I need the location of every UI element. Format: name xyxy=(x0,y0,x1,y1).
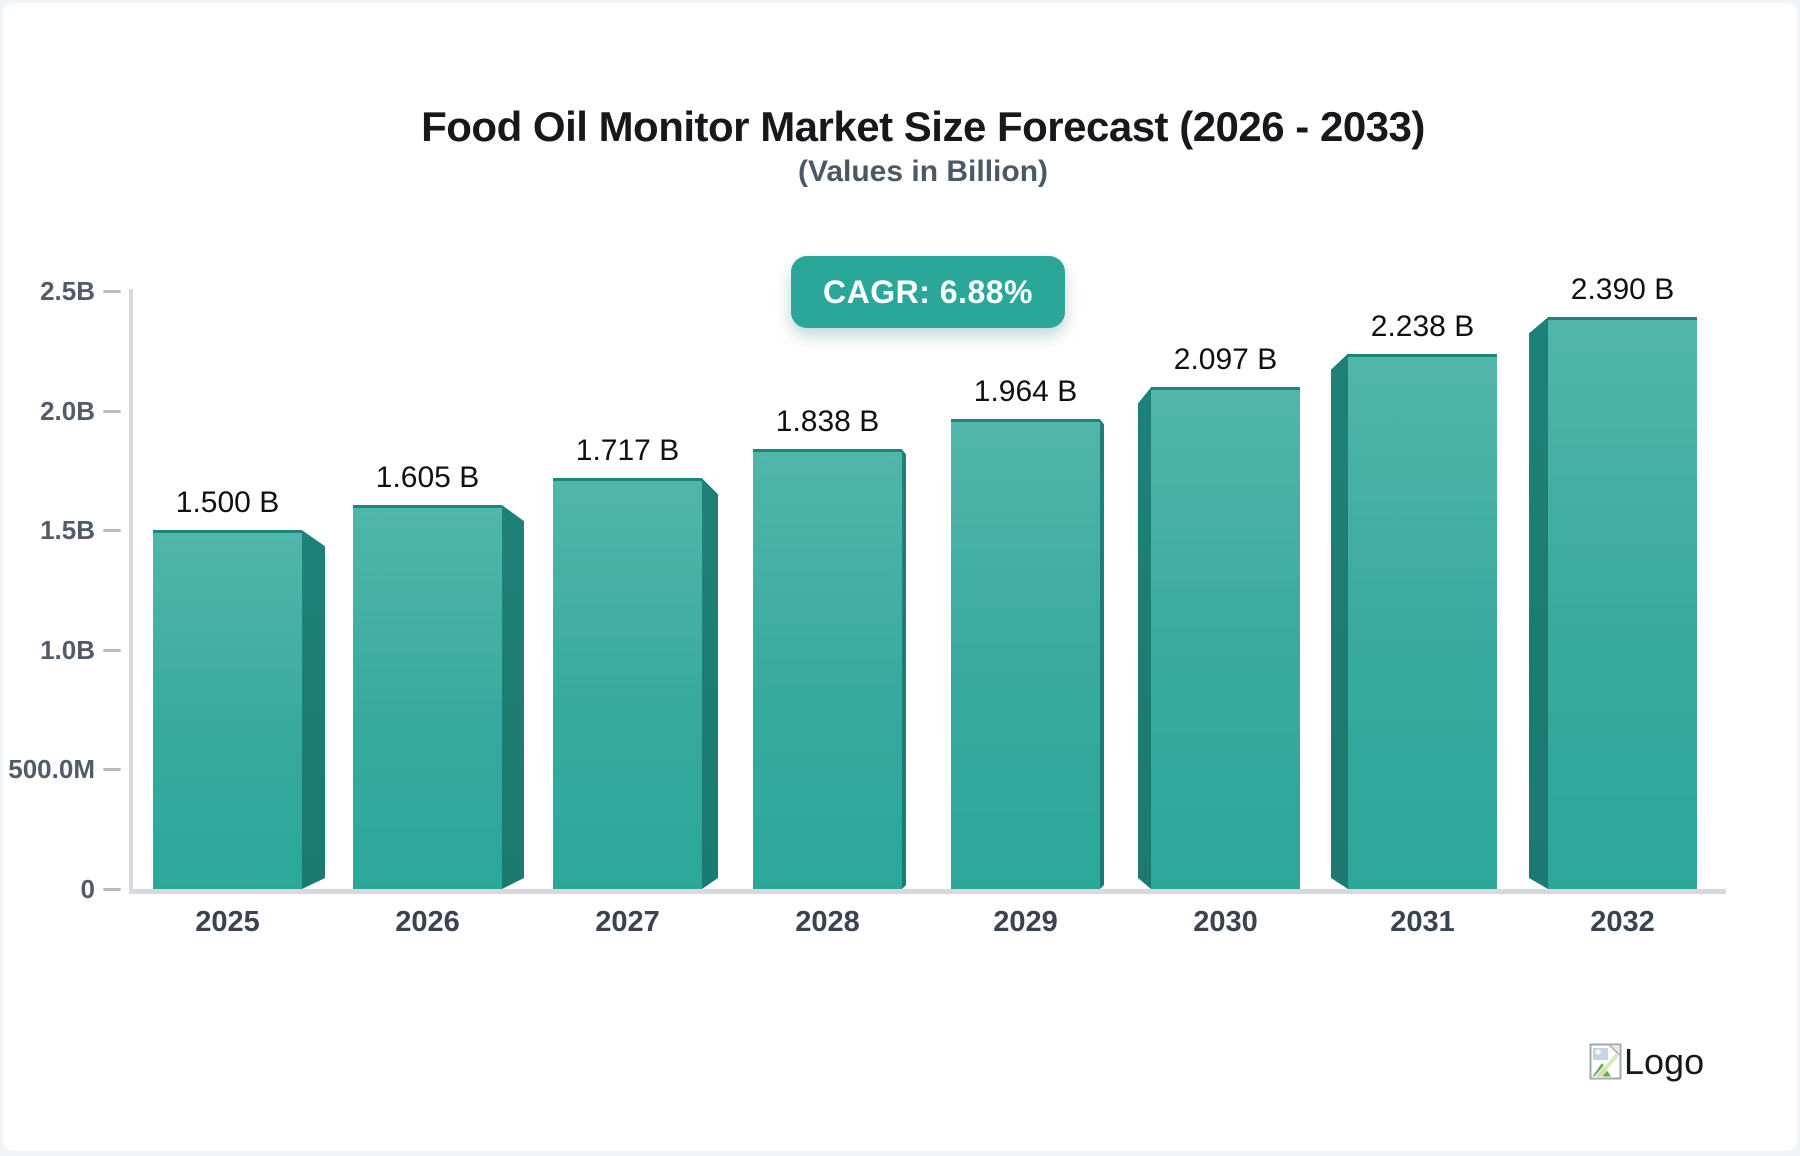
bar-3d-side xyxy=(902,449,906,889)
bar-2026 xyxy=(353,505,502,889)
chart-subtitle: (Values in Billion) xyxy=(797,155,1049,188)
chart-card: Food Oil Monitor Market Size Forecast (2… xyxy=(3,3,1797,1151)
bar-3d-side xyxy=(1331,354,1348,889)
x-axis-label-2031: 2031 xyxy=(1390,906,1455,938)
bar-3d-side xyxy=(702,478,718,889)
y-axis-tick-label: 1.5B xyxy=(40,515,95,546)
bar-2025 xyxy=(153,530,302,889)
y-axis-tick-mark xyxy=(103,888,121,891)
bar-value-label: 1.500 B xyxy=(175,486,280,520)
cagr-badge-label: CAGR: 6.88% xyxy=(823,273,1033,310)
y-axis-tick-label: 2.5B xyxy=(40,276,95,306)
x-axis-label-2028: 2028 xyxy=(795,906,860,938)
y-axis-tick-mark xyxy=(103,409,121,413)
bar-3d-side xyxy=(1529,317,1548,889)
x-axis-label-2030: 2030 xyxy=(1193,906,1258,938)
bar-value-label: 2.097 B xyxy=(1173,343,1278,377)
y-axis-tick-label: 2.0B xyxy=(40,395,95,426)
y-axis-tick-label: 500.0M xyxy=(8,754,95,785)
x-axis-label-2026: 2026 xyxy=(395,906,460,938)
bar-2029 xyxy=(951,419,1100,889)
broken-image-icon xyxy=(1589,1043,1622,1080)
bar-3d-side xyxy=(1138,387,1151,889)
x-axis-label-2029: 2029 xyxy=(993,906,1058,938)
y-axis-tick-mark xyxy=(103,648,121,652)
logo-alt-text: Logo xyxy=(1624,1041,1705,1082)
bar-value-label: 1.964 B xyxy=(973,375,1078,409)
x-axis-line xyxy=(129,889,1726,894)
x-axis-label-2027: 2027 xyxy=(595,906,660,938)
y-axis-tick-mark xyxy=(103,529,121,533)
bar-value-label: 2.390 B xyxy=(1570,273,1675,307)
bar-2032 xyxy=(1548,317,1697,889)
chart-title: Food Oil Monitor Market Size Forecast (2… xyxy=(421,103,1425,150)
bar-2027 xyxy=(553,478,702,889)
y-axis-line xyxy=(129,289,133,894)
x-axis-label-2025: 2025 xyxy=(195,906,260,938)
bar-3d-side xyxy=(502,505,524,889)
logo: Logo xyxy=(1589,1043,1704,1080)
bar-value-label: 1.838 B xyxy=(775,405,880,439)
y-axis-tick-mark xyxy=(103,290,121,293)
y-axis-tick-label: 0 xyxy=(80,874,95,904)
bar-3d-side xyxy=(302,530,325,889)
y-axis-tick-mark xyxy=(103,768,121,772)
bar-3d-side xyxy=(1100,419,1104,889)
bar-2028 xyxy=(753,449,902,889)
bar-2031 xyxy=(1348,353,1497,889)
bar-value-label: 1.605 B xyxy=(375,461,480,495)
x-axis-label-2032: 2032 xyxy=(1590,906,1655,938)
cagr-badge: CAGR: 6.88% xyxy=(791,256,1065,328)
bar-value-label: 2.238 B xyxy=(1370,309,1475,343)
bar-value-label: 1.717 B xyxy=(575,434,680,468)
y-axis-tick-label: 1.0B xyxy=(40,634,95,665)
bar-2030 xyxy=(1151,387,1300,889)
